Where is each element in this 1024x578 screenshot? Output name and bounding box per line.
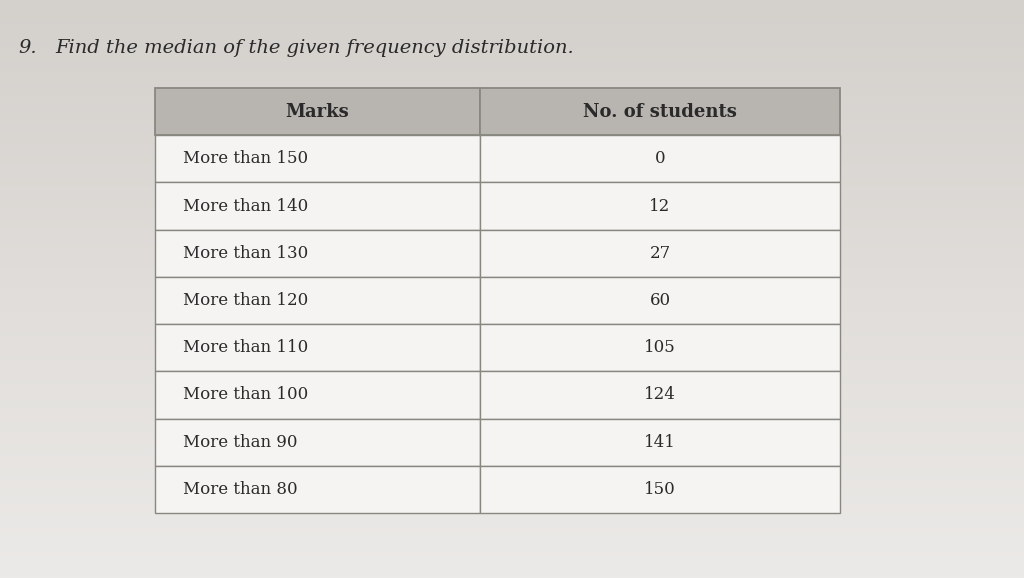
Bar [155, 324, 480, 371]
Text: More than 140: More than 140 [183, 198, 308, 214]
Text: No. of students: No. of students [583, 103, 737, 121]
Text: 27: 27 [649, 244, 671, 262]
Text: 105: 105 [644, 339, 676, 356]
Text: More than 100: More than 100 [183, 387, 308, 403]
Bar [480, 183, 840, 229]
Text: More than 150: More than 150 [183, 150, 308, 168]
Bar [155, 466, 480, 513]
Text: More than 80: More than 80 [183, 481, 298, 498]
Bar [480, 466, 840, 513]
Bar [480, 88, 840, 135]
Bar [155, 229, 480, 277]
Bar [155, 418, 480, 466]
Bar [155, 371, 480, 418]
Text: Find the median of the given frequency distribution.: Find the median of the given frequency d… [55, 39, 573, 57]
Bar [155, 183, 480, 229]
Text: 141: 141 [644, 434, 676, 451]
Bar [480, 229, 840, 277]
Text: 150: 150 [644, 481, 676, 498]
Bar [155, 88, 480, 135]
Text: More than 120: More than 120 [183, 292, 308, 309]
Text: 0: 0 [654, 150, 666, 168]
Text: 60: 60 [649, 292, 671, 309]
Bar [155, 277, 480, 324]
Text: 12: 12 [649, 198, 671, 214]
Text: Marks: Marks [286, 103, 349, 121]
Bar [155, 135, 480, 183]
Bar [480, 371, 840, 418]
Bar [480, 135, 840, 183]
Text: More than 110: More than 110 [183, 339, 308, 356]
Text: 124: 124 [644, 387, 676, 403]
Text: More than 90: More than 90 [183, 434, 298, 451]
Text: More than 130: More than 130 [183, 244, 308, 262]
Bar [480, 277, 840, 324]
Text: 9.: 9. [18, 39, 37, 57]
Bar [480, 418, 840, 466]
Bar [480, 324, 840, 371]
